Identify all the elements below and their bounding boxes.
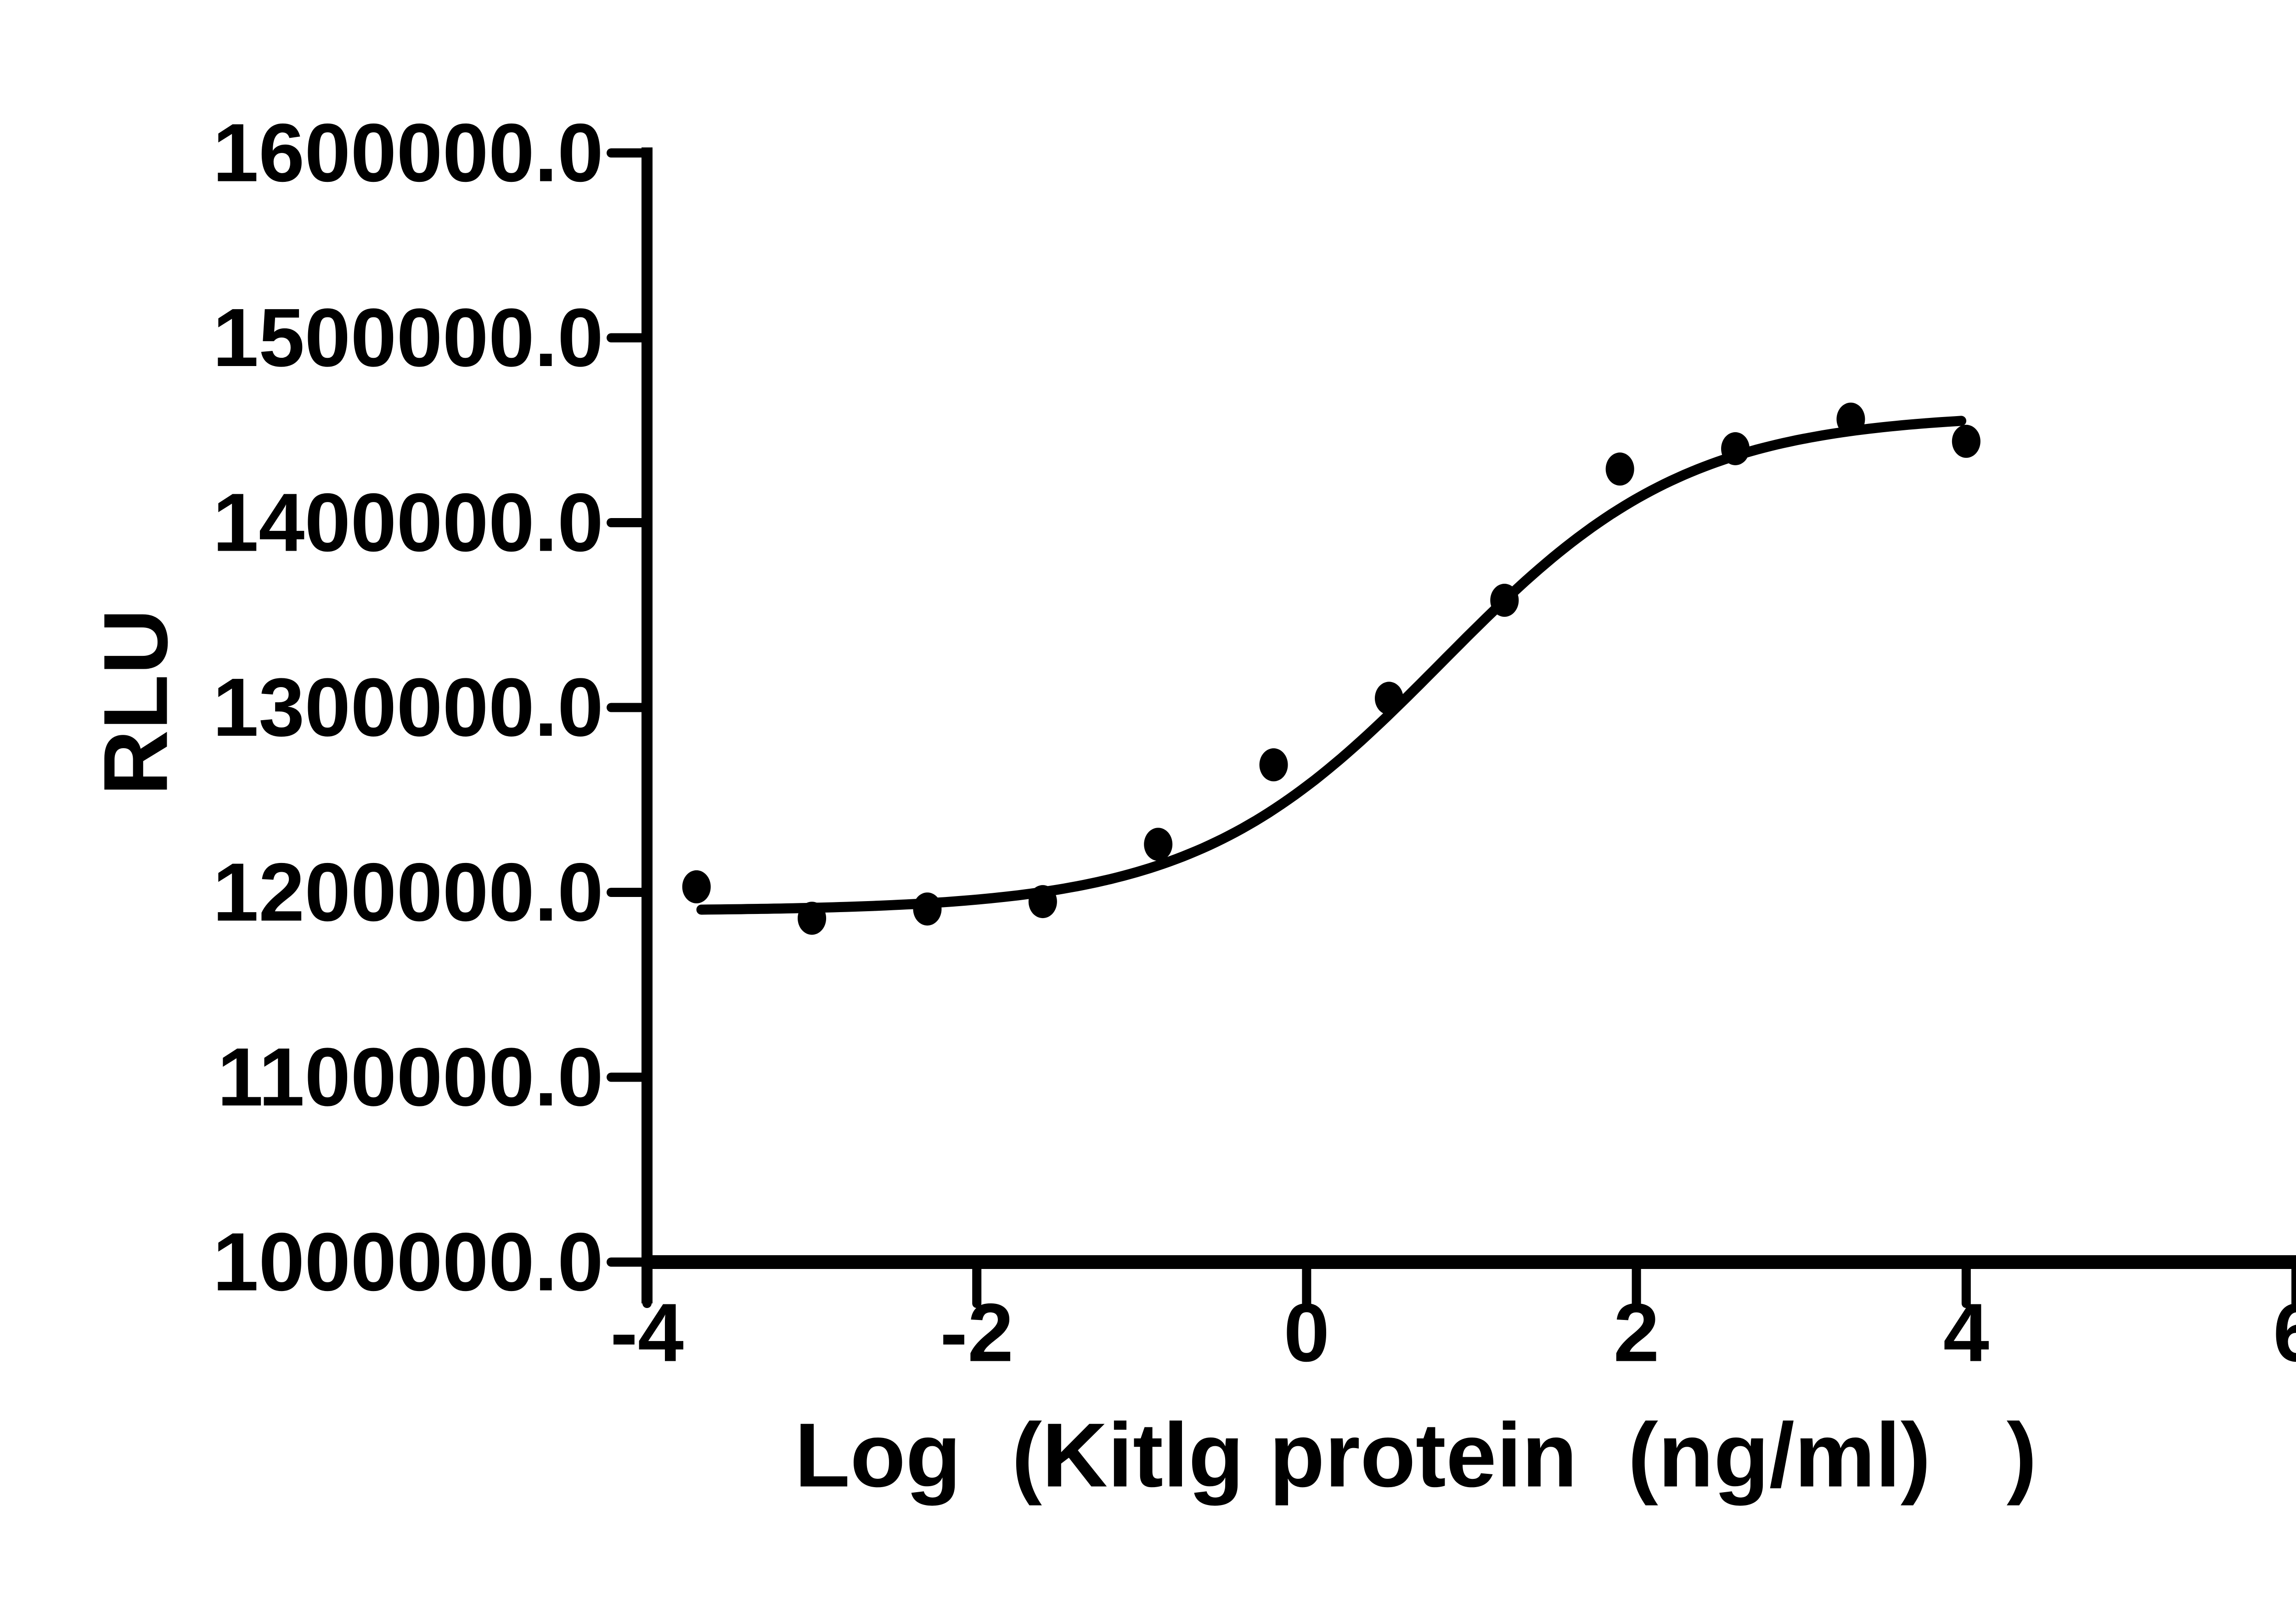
y-tick-label: 1400000.0 — [213, 477, 603, 569]
y-tick-label: 1300000.0 — [213, 661, 603, 754]
data-point — [1952, 424, 1981, 458]
data-point — [1721, 432, 1750, 465]
x-tick-label: 4 — [1943, 1287, 1989, 1379]
y-tick-label: 1000000.0 — [213, 1216, 603, 1308]
data-point — [682, 870, 711, 903]
data-point — [798, 902, 827, 935]
y-tick-label: 1600000.0 — [213, 107, 603, 199]
y-tick-label: 1500000.0 — [213, 292, 603, 384]
data-point — [1028, 885, 1057, 919]
plot-area: 1600000.0 1500000.0 1400000.0 1300000.0 1200… — [213, 107, 2296, 1379]
data-point — [1374, 682, 1403, 715]
data-point — [1836, 402, 1865, 436]
data-point — [1490, 584, 1519, 617]
x-axis-title: Log (Kitlg protein (ng/ml) ) — [794, 1404, 2037, 1506]
data-point — [1605, 452, 1634, 486]
data-point — [1144, 828, 1173, 861]
x-tick-label: 6 — [2273, 1287, 2296, 1379]
fit-curve — [696, 416, 1966, 915]
x-tick-label: 2 — [1614, 1287, 1660, 1379]
x-tick-label: -4 — [610, 1287, 684, 1379]
x-tick-label: 0 — [1283, 1287, 1329, 1379]
y-axis-title: RLU — [85, 609, 186, 796]
x-tick-label: -2 — [940, 1287, 1013, 1379]
data-point — [1259, 748, 1288, 782]
y-tick-label: 1200000.0 — [213, 846, 603, 939]
data-point — [913, 892, 942, 926]
y-tick-label: 1100000.0 — [217, 1031, 603, 1123]
